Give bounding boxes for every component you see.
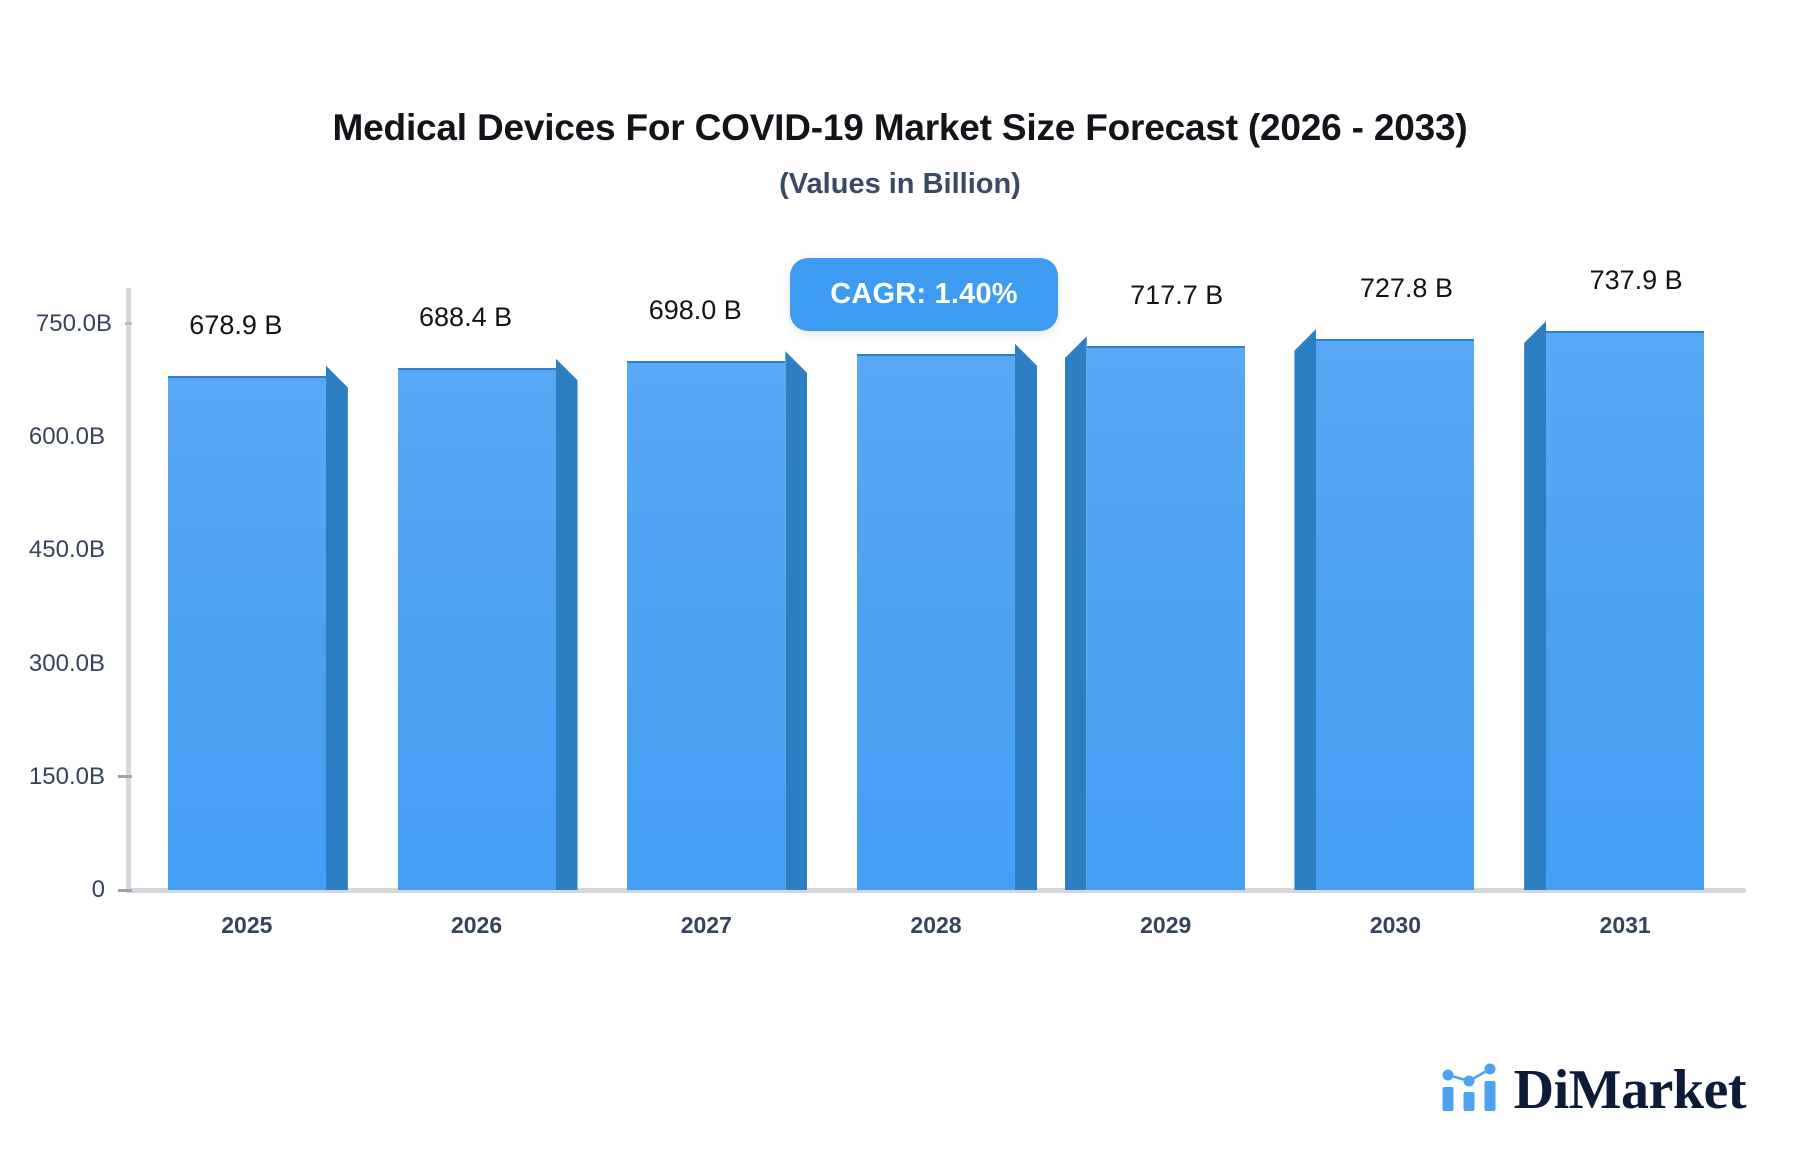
bar-side-face: [785, 351, 808, 890]
bar-value-label: 737.9 B: [1589, 265, 1683, 296]
bar-front-face: [167, 375, 326, 890]
x-axis-label: 2029: [1140, 912, 1192, 938]
bar-value-label: 698.0 B: [648, 295, 742, 326]
y-axis-tick: 0: [0, 876, 132, 904]
bar-side-face: [1015, 343, 1037, 890]
y-axis-tick-label: 600.0B: [28, 423, 105, 451]
x-axis-label: 2028: [910, 912, 962, 938]
plot-area: [132, 290, 1740, 890]
bar-front-face: [1316, 338, 1475, 890]
bar[interactable]: [627, 341, 808, 890]
bar[interactable]: [167, 356, 348, 890]
bar[interactable]: [1064, 326, 1245, 890]
y-axis-tick-mark: [118, 775, 132, 779]
bar-side-face: [1524, 321, 1547, 890]
chart-title: Medical Devices For COVID-19 Market Size…: [332, 107, 1468, 148]
bar[interactable]: [1524, 311, 1705, 890]
x-axis-label: 2025: [221, 912, 273, 938]
bar-front-face: [1086, 346, 1245, 890]
bar-side-face: [1294, 328, 1317, 890]
y-axis-tick-label: 450.0B: [28, 536, 105, 564]
y-axis-tick-mark: [125, 322, 132, 326]
y-axis-tick-label: 300.0B: [28, 649, 105, 677]
brand-logo: DiMarket: [1440, 1058, 1747, 1121]
y-axis-tick-label: 150.0B: [28, 762, 105, 790]
bar-side-face: [555, 358, 578, 890]
bar-value-label: 678.9 B: [189, 309, 283, 340]
y-axis-tick: 450.0B: [0, 536, 132, 564]
bar-front-face: [397, 368, 556, 890]
bar[interactable]: [1294, 319, 1475, 890]
bar[interactable]: [397, 348, 578, 890]
y-axis-line: [126, 288, 131, 890]
bar-chart-icon: [1440, 1061, 1500, 1118]
chart-subtitle: (Values in Billion): [779, 167, 1021, 200]
brand-name: DiMarket: [1513, 1058, 1747, 1121]
y-axis-tick-mark: [118, 436, 132, 439]
y-axis-tick: 600.0B: [0, 423, 132, 451]
bar-side-face: [325, 365, 348, 890]
y-axis-tick: 150.0B: [0, 763, 132, 791]
bar-front-face: [627, 361, 786, 890]
y-axis-tick-label: 0: [91, 876, 105, 903]
bar-front-face: [1546, 331, 1705, 890]
y-axis-tick-label: 750.0B: [35, 309, 112, 337]
x-axis-line: [126, 888, 1746, 893]
bar-value-label: 688.4 B: [419, 302, 513, 333]
x-axis-label: 2030: [1369, 912, 1422, 938]
x-axis-label: 2027: [680, 912, 732, 938]
bar-series: [132, 290, 1740, 890]
y-axis-tick: 300.0B: [0, 650, 132, 678]
cagr-badge: CAGR: 1.40%: [790, 258, 1058, 331]
y-axis-tick: 750.0B: [0, 310, 132, 338]
x-axis-label: 2026: [450, 912, 503, 938]
x-axis-label: 2031: [1599, 912, 1651, 938]
y-axis-tick-mark: [118, 549, 132, 552]
y-axis-tick-mark: [118, 662, 132, 665]
y-axis-tick-mark: [118, 888, 132, 892]
chart-header: Medical Devices For COVID-19 Market Size…: [0, 107, 1800, 201]
bar-value-label: 727.8 B: [1359, 272, 1453, 303]
bar-front-face: [857, 353, 1015, 890]
bar-side-face: [1064, 336, 1087, 890]
bar-value-label: 717.7 B: [1130, 280, 1224, 311]
bar[interactable]: [857, 334, 1037, 890]
